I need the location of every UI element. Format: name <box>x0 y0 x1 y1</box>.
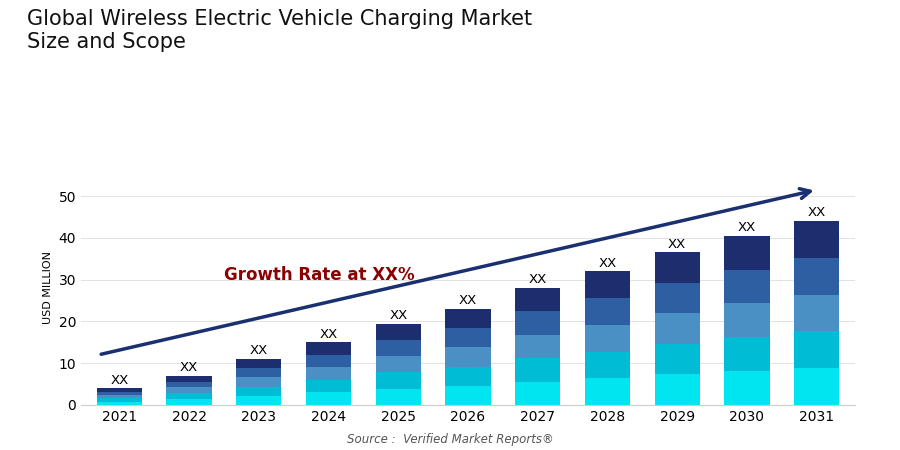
Text: XX: XX <box>110 374 129 387</box>
Text: XX: XX <box>320 328 338 341</box>
Bar <box>724 303 770 338</box>
Text: Growth Rate at XX%: Growth Rate at XX% <box>224 266 415 284</box>
Bar <box>236 378 282 387</box>
Bar <box>166 382 212 387</box>
Bar <box>515 382 561 405</box>
Bar <box>236 396 282 405</box>
Bar <box>654 314 700 344</box>
Text: XX: XX <box>738 221 756 234</box>
Bar <box>654 283 700 314</box>
Text: Global Wireless Electric Vehicle Charging Market
Size and Scope: Global Wireless Electric Vehicle Chargin… <box>27 9 532 52</box>
Text: Source :  Verified Market Reports®: Source : Verified Market Reports® <box>346 432 554 446</box>
Bar <box>515 311 561 335</box>
Bar <box>375 324 421 340</box>
Bar <box>166 399 212 405</box>
Bar <box>446 367 491 386</box>
Bar <box>515 288 561 311</box>
Bar <box>166 376 212 382</box>
Bar <box>724 270 770 303</box>
Bar <box>794 295 840 332</box>
Bar <box>515 335 561 358</box>
Bar <box>96 395 142 398</box>
Bar <box>585 325 630 351</box>
Bar <box>585 298 630 325</box>
Y-axis label: USD MILLION: USD MILLION <box>43 252 53 324</box>
Bar <box>724 338 770 371</box>
Bar <box>96 402 142 405</box>
Text: XX: XX <box>807 207 826 220</box>
Bar <box>306 380 351 392</box>
Bar <box>585 271 630 298</box>
Bar <box>166 393 212 399</box>
Bar <box>375 389 421 405</box>
Bar <box>96 398 142 402</box>
Bar <box>794 221 840 258</box>
Bar <box>654 374 700 405</box>
Bar <box>306 392 351 405</box>
Bar <box>794 258 840 295</box>
Bar <box>794 332 840 368</box>
Text: XX: XX <box>180 361 198 374</box>
Text: XX: XX <box>249 344 268 357</box>
Text: XX: XX <box>459 294 477 307</box>
Bar <box>446 347 491 367</box>
Bar <box>306 355 351 367</box>
Text: XX: XX <box>528 273 547 286</box>
Bar <box>375 340 421 356</box>
Bar <box>375 356 421 373</box>
Text: XX: XX <box>598 256 616 270</box>
Bar <box>724 236 770 270</box>
Bar <box>306 367 351 380</box>
Bar <box>375 373 421 389</box>
Bar <box>585 351 630 378</box>
Bar <box>306 342 351 355</box>
Text: XX: XX <box>389 309 408 322</box>
Bar <box>654 344 700 374</box>
Bar <box>794 368 840 405</box>
Bar <box>654 252 700 283</box>
Bar <box>585 378 630 405</box>
Bar <box>166 387 212 393</box>
Bar <box>236 359 282 368</box>
Bar <box>446 328 491 347</box>
Bar <box>515 358 561 382</box>
Bar <box>724 371 770 405</box>
Bar <box>446 309 491 328</box>
Text: XX: XX <box>668 238 687 251</box>
Bar <box>236 387 282 396</box>
Bar <box>96 388 142 392</box>
Bar <box>96 392 142 395</box>
Bar <box>446 386 491 405</box>
Bar <box>236 368 282 378</box>
